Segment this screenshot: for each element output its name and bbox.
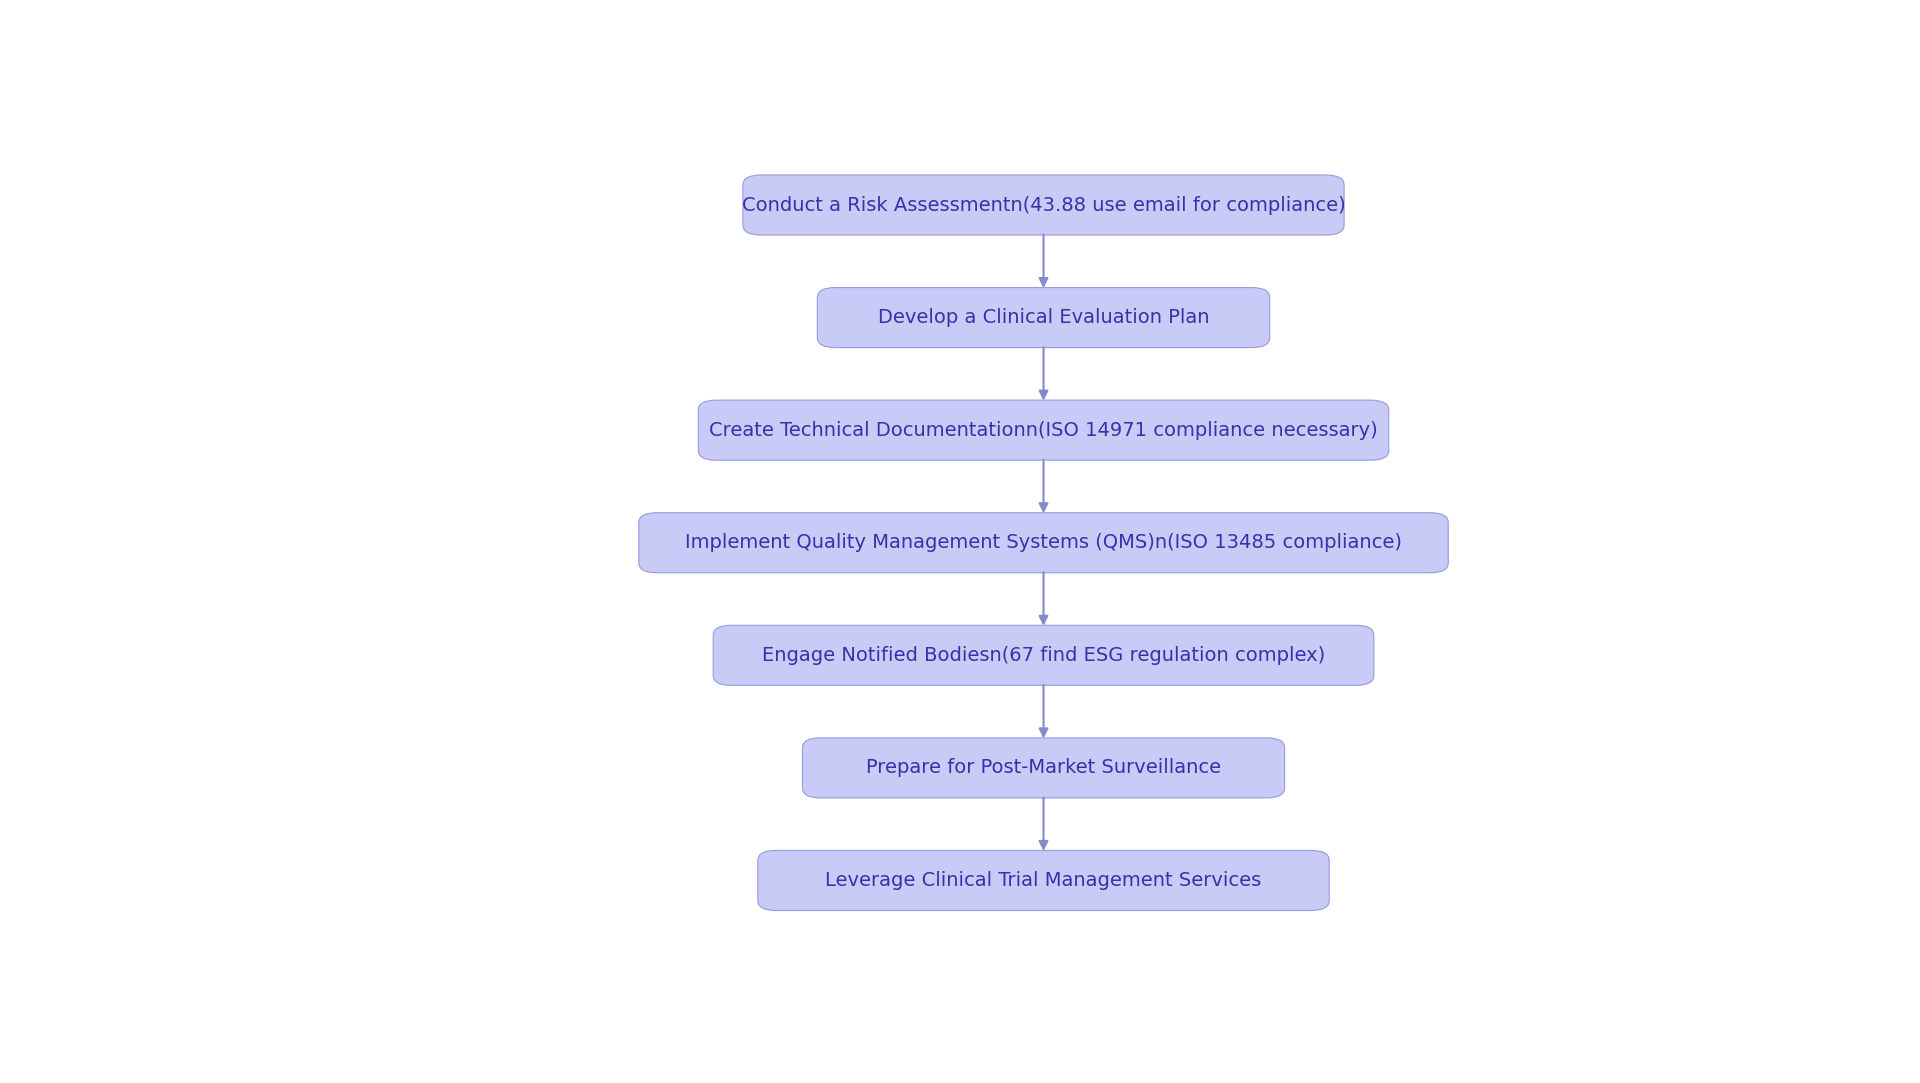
Text: Develop a Clinical Evaluation Plan: Develop a Clinical Evaluation Plan [877, 308, 1210, 327]
FancyBboxPatch shape [803, 738, 1284, 798]
FancyBboxPatch shape [818, 288, 1269, 348]
Text: Engage Notified Bodiesn(67 find ESG regulation complex): Engage Notified Bodiesn(67 find ESG regu… [762, 645, 1325, 665]
Text: Create Technical Documentationn(ISO 14971 compliance necessary): Create Technical Documentationn(ISO 1497… [708, 420, 1379, 440]
FancyBboxPatch shape [743, 175, 1344, 235]
Text: Conduct a Risk Assessmentn(43.88 use email for compliance): Conduct a Risk Assessmentn(43.88 use ema… [741, 196, 1346, 214]
Text: Implement Quality Management Systems (QMS)n(ISO 13485 compliance): Implement Quality Management Systems (QM… [685, 533, 1402, 552]
Text: Leverage Clinical Trial Management Services: Leverage Clinical Trial Management Servi… [826, 871, 1261, 890]
FancyBboxPatch shape [699, 400, 1388, 460]
FancyBboxPatch shape [758, 850, 1329, 911]
FancyBboxPatch shape [712, 625, 1375, 686]
Text: Prepare for Post-Market Surveillance: Prepare for Post-Market Surveillance [866, 758, 1221, 778]
FancyBboxPatch shape [639, 512, 1448, 573]
